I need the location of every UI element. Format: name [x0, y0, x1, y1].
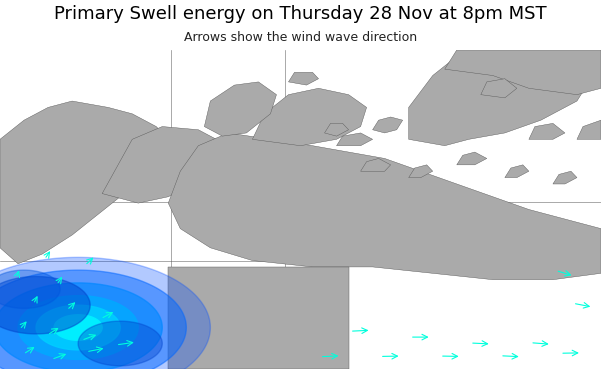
Text: Arrows show the wind wave direction: Arrows show the wind wave direction	[184, 31, 417, 44]
Polygon shape	[529, 123, 565, 139]
Polygon shape	[0, 276, 90, 334]
Polygon shape	[168, 267, 349, 369]
Text: Primary Swell energy on Thursday 28 Nov at 8pm MST: Primary Swell energy on Thursday 28 Nov …	[54, 5, 547, 23]
Polygon shape	[445, 50, 601, 95]
Polygon shape	[0, 101, 168, 264]
Polygon shape	[78, 321, 162, 366]
Polygon shape	[409, 165, 433, 177]
Polygon shape	[337, 133, 373, 146]
Polygon shape	[373, 117, 403, 133]
Polygon shape	[481, 79, 517, 98]
Polygon shape	[54, 315, 102, 340]
Polygon shape	[361, 158, 391, 171]
Polygon shape	[0, 283, 162, 369]
Polygon shape	[505, 165, 529, 177]
Polygon shape	[325, 123, 349, 136]
Polygon shape	[288, 72, 319, 85]
Polygon shape	[553, 171, 577, 184]
Polygon shape	[577, 120, 601, 139]
Polygon shape	[0, 257, 210, 369]
Polygon shape	[36, 305, 120, 350]
Polygon shape	[457, 152, 487, 165]
Polygon shape	[168, 133, 601, 280]
Polygon shape	[204, 82, 276, 136]
Polygon shape	[102, 127, 228, 203]
Polygon shape	[252, 88, 367, 146]
Polygon shape	[18, 296, 138, 359]
Polygon shape	[0, 270, 186, 369]
Polygon shape	[0, 270, 60, 308]
Polygon shape	[409, 50, 589, 146]
